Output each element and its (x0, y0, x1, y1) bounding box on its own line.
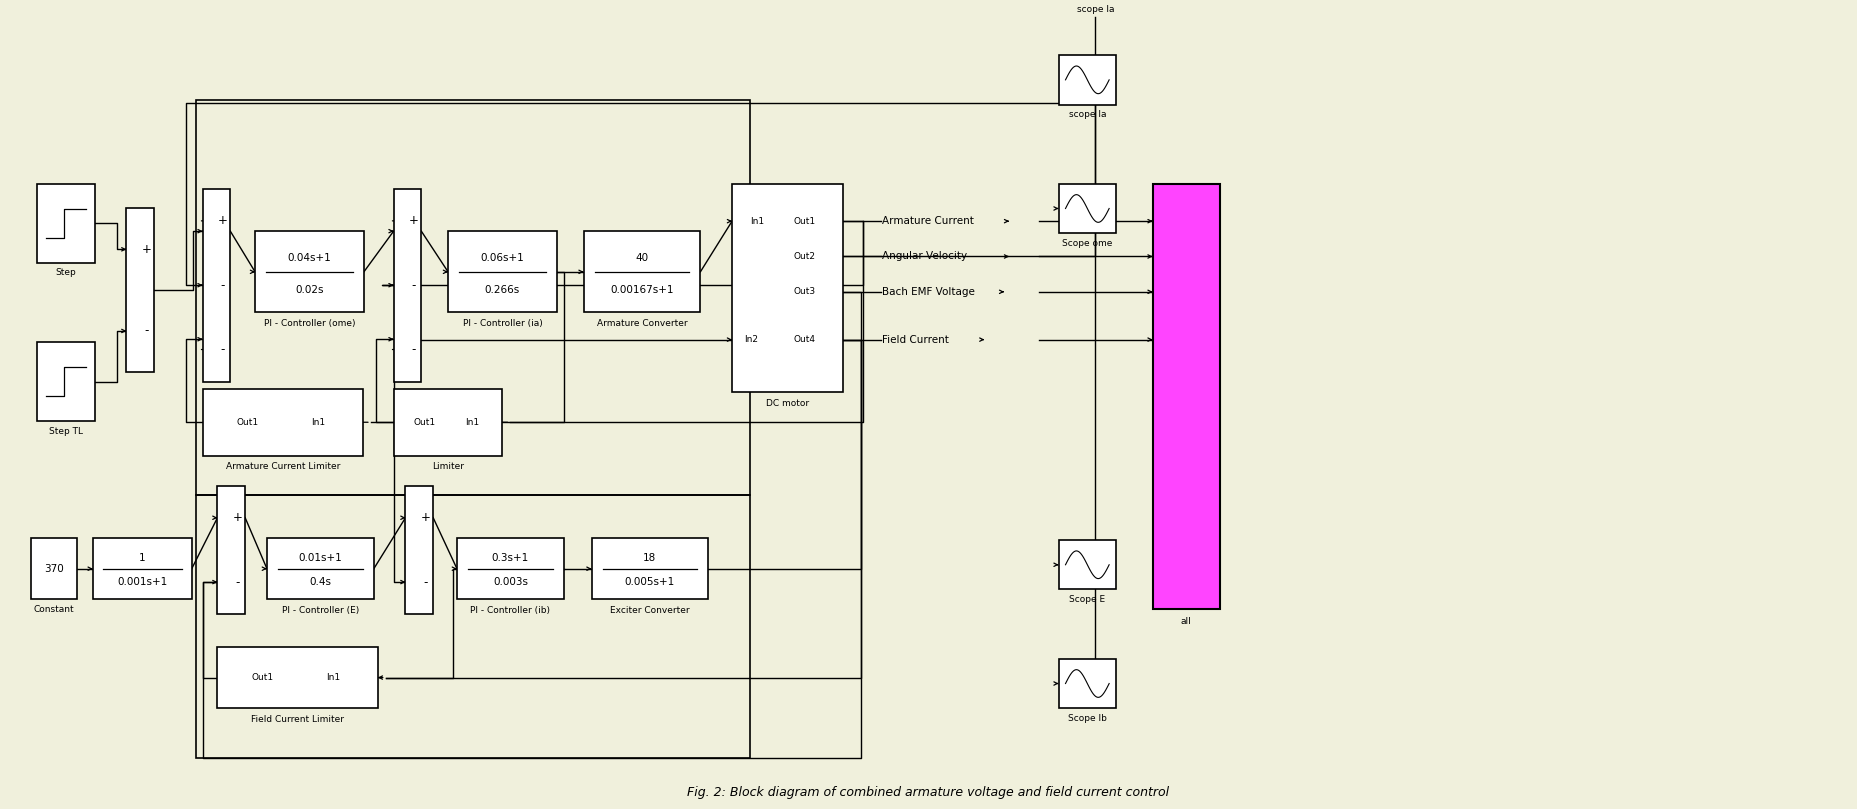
Text: Field Current Limiter: Field Current Limiter (251, 714, 344, 723)
Text: In1: In1 (750, 217, 763, 226)
Text: Scope E: Scope E (1070, 595, 1105, 604)
Text: Out2: Out2 (793, 252, 815, 261)
Text: PI - Controller (ia): PI - Controller (ia) (462, 319, 542, 328)
Text: 0.00167s+1: 0.00167s+1 (611, 285, 674, 294)
Text: Armature Converter: Armature Converter (596, 319, 687, 328)
Text: -: - (221, 278, 225, 292)
Text: Step TL: Step TL (48, 426, 84, 436)
Bar (267, 538, 373, 599)
Text: Step: Step (56, 269, 76, 277)
Bar (583, 231, 700, 312)
Text: 40: 40 (635, 253, 648, 263)
Bar (37, 342, 95, 421)
Text: PI - Controller (ib): PI - Controller (ib) (470, 606, 550, 615)
Bar (1058, 55, 1116, 104)
Text: 1: 1 (139, 553, 145, 563)
Bar (37, 184, 95, 263)
Bar (195, 100, 750, 495)
Text: 0.3s+1: 0.3s+1 (492, 553, 529, 563)
Bar (405, 485, 433, 614)
Text: DC motor: DC motor (765, 399, 810, 408)
Bar (254, 231, 364, 312)
Text: -: - (236, 575, 240, 589)
Bar (1058, 659, 1116, 708)
Text: Angular Velocity: Angular Velocity (882, 252, 967, 261)
Text: 18: 18 (643, 553, 657, 563)
Text: 0.266s: 0.266s (485, 285, 520, 294)
Text: Constant: Constant (33, 605, 74, 614)
Bar (394, 188, 422, 382)
Text: Out3: Out3 (793, 287, 815, 296)
Text: 0.005s+1: 0.005s+1 (624, 577, 676, 587)
Text: 0.001s+1: 0.001s+1 (117, 577, 167, 587)
Text: -: - (221, 343, 225, 356)
Bar (448, 231, 557, 312)
Bar (126, 209, 154, 372)
Text: In1: In1 (310, 417, 325, 427)
Text: 0.01s+1: 0.01s+1 (299, 553, 342, 563)
Bar (457, 538, 565, 599)
Text: scope Ia: scope Ia (1068, 110, 1107, 119)
Text: 0.4s: 0.4s (310, 577, 331, 587)
Text: +: + (409, 214, 418, 227)
Bar (32, 538, 76, 599)
Text: scope Ia: scope Ia (1077, 5, 1114, 14)
Bar (394, 388, 503, 456)
Text: -: - (423, 575, 427, 589)
Text: In1: In1 (464, 417, 479, 427)
Text: +: + (141, 243, 150, 256)
Text: Out1: Out1 (793, 217, 815, 226)
Text: 370: 370 (45, 564, 63, 574)
Text: Bach EMF Voltage: Bach EMF Voltage (882, 287, 975, 297)
Text: 0.04s+1: 0.04s+1 (288, 253, 331, 263)
Bar (732, 184, 843, 392)
Text: Out1: Out1 (251, 673, 273, 682)
Bar (217, 647, 377, 708)
Bar (93, 538, 191, 599)
Text: 0.003s: 0.003s (492, 577, 527, 587)
Text: Armature Current: Armature Current (882, 216, 975, 227)
Text: all: all (1181, 616, 1192, 625)
Bar (1058, 184, 1116, 233)
Bar (592, 538, 708, 599)
Text: Exciter Converter: Exciter Converter (611, 606, 689, 615)
Text: In2: In2 (745, 335, 758, 344)
Text: Fig. 2: Block diagram of combined armature voltage and field current control: Fig. 2: Block diagram of combined armatu… (687, 786, 1170, 798)
Text: Out1: Out1 (412, 417, 435, 427)
Bar (202, 188, 230, 382)
Text: 0.06s+1: 0.06s+1 (481, 253, 524, 263)
Text: Scope ome: Scope ome (1062, 239, 1112, 248)
Text: -: - (145, 324, 149, 337)
Text: Out4: Out4 (793, 335, 815, 344)
Bar (202, 388, 362, 456)
Text: +: + (232, 511, 243, 524)
Text: Scope Ib: Scope Ib (1068, 714, 1107, 722)
Text: +: + (420, 511, 431, 524)
Bar (217, 485, 245, 614)
Bar (1153, 184, 1220, 609)
Text: -: - (412, 343, 416, 356)
Text: In1: In1 (325, 673, 340, 682)
Bar (195, 495, 750, 758)
Text: PI - Controller (E): PI - Controller (E) (282, 606, 358, 615)
Text: Field Current: Field Current (882, 335, 949, 345)
Text: +: + (217, 214, 228, 227)
Text: -: - (412, 278, 416, 292)
Bar (1058, 540, 1116, 590)
Text: PI - Controller (ome): PI - Controller (ome) (264, 319, 355, 328)
Text: 0.02s: 0.02s (295, 285, 323, 294)
Text: Out1: Out1 (236, 417, 258, 427)
Text: Limiter: Limiter (433, 462, 464, 472)
Text: Armature Current Limiter: Armature Current Limiter (225, 462, 340, 472)
